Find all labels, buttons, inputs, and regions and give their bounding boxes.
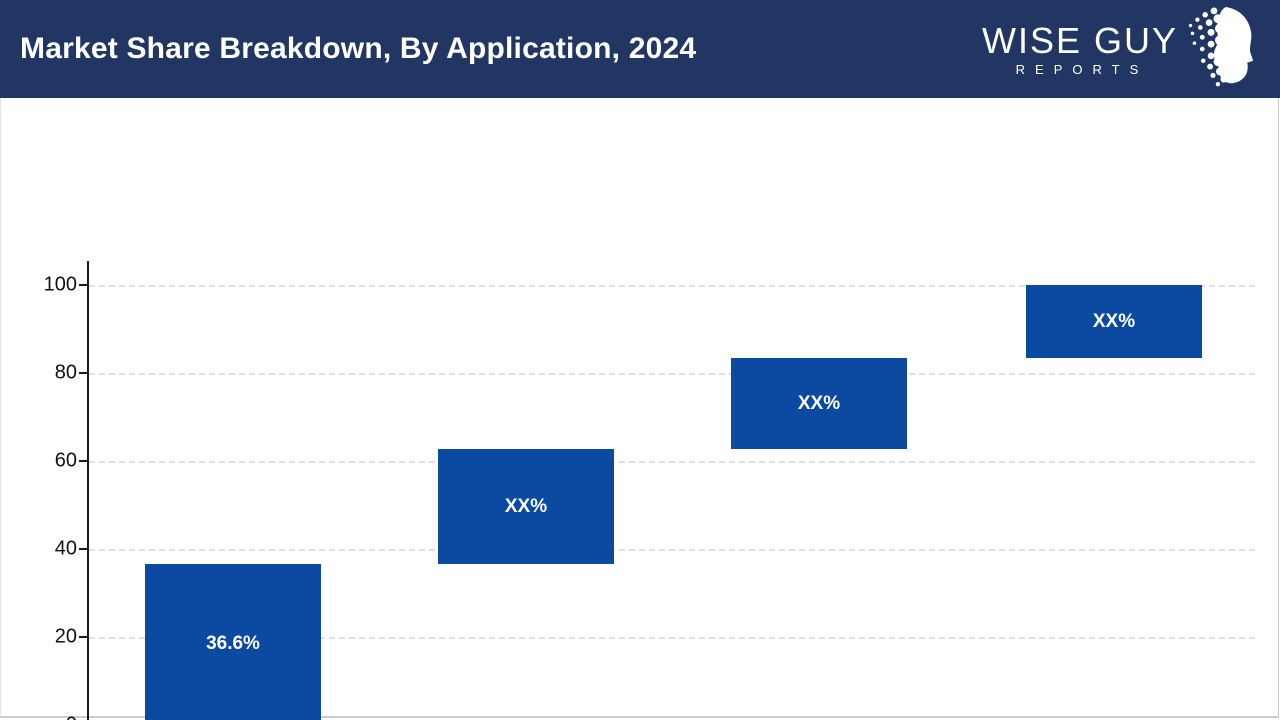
- y-axis-tick: [79, 372, 87, 374]
- bar-power-tools: XX%: [1026, 285, 1202, 359]
- bar-consumer: XX%: [438, 449, 614, 564]
- gridline-y60: [89, 461, 1255, 463]
- y-axis-tick: [79, 460, 87, 462]
- y-axis-tick-label: 60: [54, 449, 77, 472]
- brand-subname: REPORTS: [1015, 61, 1149, 77]
- brand-logo-text: WISE GUY REPORTS: [981, 19, 1178, 77]
- bar-value-label: 36.6%: [206, 633, 260, 655]
- y-axis-tick-label: 80: [54, 361, 77, 384]
- header-bar: Market Share Breakdown, By Application, …: [0, 0, 1280, 98]
- plot-area: 02040608010036.6%Electric VehiclesXX%Con…: [44, 261, 1255, 720]
- bar-value-label: XX%: [504, 495, 548, 517]
- y-axis-tick-label: 40: [54, 537, 77, 560]
- brand-head-icon: [1188, 6, 1254, 87]
- y-axis-tick: [79, 548, 87, 550]
- bar-energy-storage: XX%: [731, 358, 907, 450]
- bar-value-label: XX%: [797, 392, 841, 414]
- bar-value-label: XX%: [1092, 310, 1136, 332]
- y-axis-tick-label: 20: [54, 625, 77, 648]
- y-axis-tick-label: 100: [43, 273, 77, 296]
- chart-card: 02040608010036.6%Electric VehiclesXX%Con…: [0, 98, 1279, 720]
- y-axis-tick: [79, 284, 87, 286]
- chart-title: Market Share Breakdown, By Application, …: [20, 32, 697, 65]
- y-axis-tick: [79, 636, 87, 638]
- gridline-y20: [89, 637, 1255, 639]
- gridline-y100: [89, 285, 1255, 287]
- y-axis-tick-label: 0: [17, 714, 77, 720]
- gridline-y40: [89, 549, 1255, 551]
- bar-electric-vehicles: 36.6%: [145, 563, 321, 720]
- brand-name: WISE GUY: [981, 19, 1178, 61]
- gridline-y80: [89, 373, 1255, 375]
- brand-logo: WISE GUY REPORTS: [982, 5, 1254, 93]
